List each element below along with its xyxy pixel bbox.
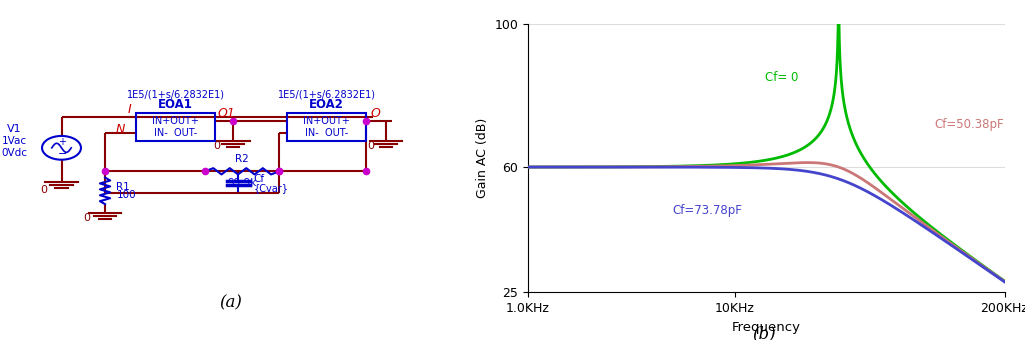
Text: EOA1: EOA1 xyxy=(158,98,193,111)
Text: 0: 0 xyxy=(40,185,47,195)
Text: IN+OUT+: IN+OUT+ xyxy=(152,116,199,126)
Text: EOA2: EOA2 xyxy=(310,98,344,111)
Text: {Cvar}: {Cvar} xyxy=(254,183,289,193)
Text: 1E5/(1+s/6.2832E1): 1E5/(1+s/6.2832E1) xyxy=(278,90,376,100)
Text: (b): (b) xyxy=(751,325,776,340)
Text: I: I xyxy=(128,103,131,116)
Text: 0: 0 xyxy=(367,141,374,151)
Text: Cf= 0: Cf= 0 xyxy=(766,71,798,84)
Text: 100: 100 xyxy=(117,190,136,200)
Text: Cf: Cf xyxy=(254,174,264,184)
Text: 0: 0 xyxy=(84,213,90,223)
Text: 0: 0 xyxy=(213,141,219,151)
Text: IN-  OUT-: IN- OUT- xyxy=(154,128,197,138)
Text: 0Vdc: 0Vdc xyxy=(1,148,28,158)
Text: IN-  OUT-: IN- OUT- xyxy=(305,128,348,138)
Bar xyxy=(287,114,367,141)
Text: R2: R2 xyxy=(236,154,249,165)
Text: Cf=73.78pF: Cf=73.78pF xyxy=(672,204,742,217)
Text: O: O xyxy=(371,107,380,120)
Text: R1: R1 xyxy=(117,182,130,192)
Text: O1: O1 xyxy=(217,107,236,120)
Text: −: − xyxy=(57,149,68,159)
Text: N: N xyxy=(115,123,124,136)
Text: Cf=50.38pF: Cf=50.38pF xyxy=(935,118,1004,131)
Text: (a): (a) xyxy=(219,294,242,311)
Text: V1: V1 xyxy=(7,123,22,134)
Y-axis label: Gain AC (dB): Gain AC (dB) xyxy=(476,118,489,198)
X-axis label: Frequency: Frequency xyxy=(732,321,801,334)
Text: 99.9k: 99.9k xyxy=(228,178,257,188)
Text: 1Vac: 1Vac xyxy=(2,136,27,146)
Text: 1E5/(1+s/6.2832E1): 1E5/(1+s/6.2832E1) xyxy=(126,90,224,100)
Text: IN+OUT+: IN+OUT+ xyxy=(303,116,351,126)
Bar xyxy=(135,114,215,141)
Text: +: + xyxy=(58,137,67,147)
